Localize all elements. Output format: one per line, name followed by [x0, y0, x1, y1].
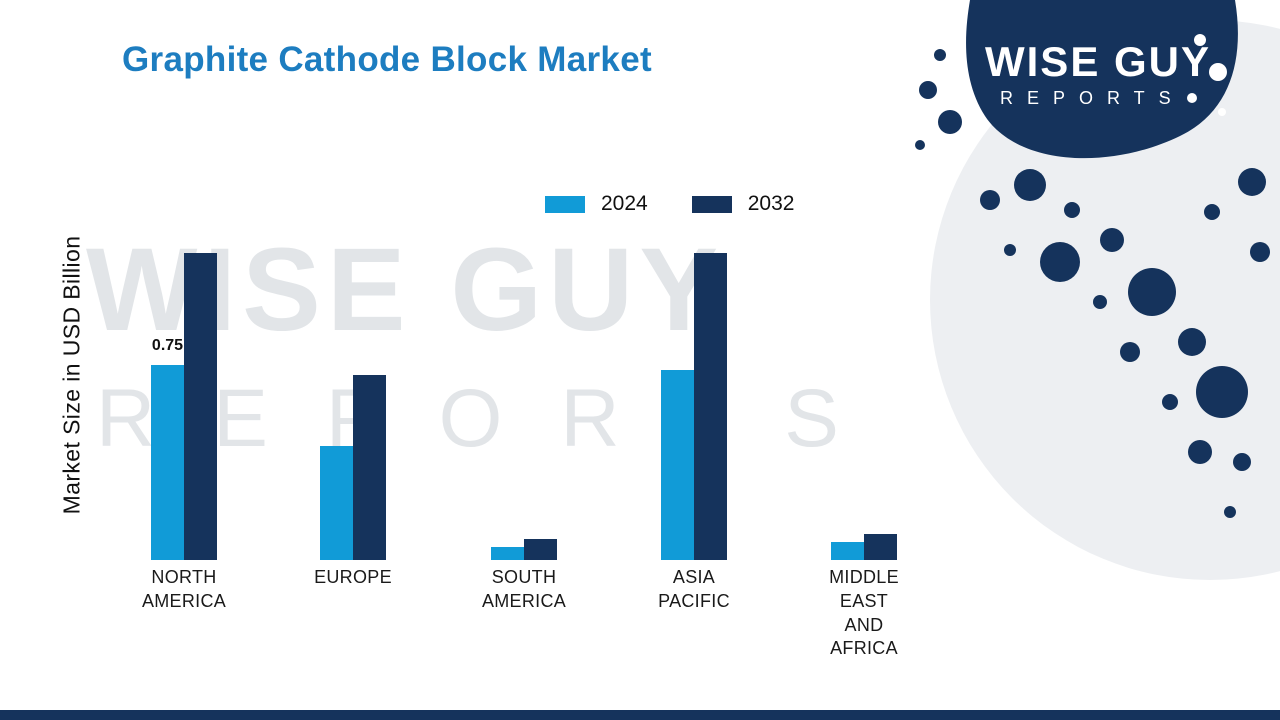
- bar-2032-europe: [353, 375, 386, 560]
- category-label-europe: EUROPE: [314, 567, 392, 587]
- logo-navy-blob: [966, 0, 1238, 159]
- bar-2032-middle: [864, 534, 897, 560]
- logo-decoration-graphic: [915, 0, 1280, 580]
- bar-2032-north: [184, 253, 217, 560]
- legend-item-2024: 2024: [545, 192, 648, 216]
- bar-2024-europe: [320, 446, 353, 560]
- bar-2024-south: [491, 547, 524, 560]
- category-label-middle: MIDDLE EAST AND AFRICA: [829, 567, 899, 659]
- bar-2024-asia: [661, 370, 694, 560]
- legend-item-2032: 2032: [691, 192, 795, 216]
- logo-reports-text: REPORTS: [1000, 88, 1185, 108]
- logo-white-dots: [1187, 34, 1227, 116]
- legend-label-2032: 2032: [747, 192, 795, 215]
- logo-wiseguy-text: WISE GUY: [985, 38, 1212, 85]
- logo-dots-pattern: [915, 49, 1270, 518]
- bar-2024-middle: [831, 542, 864, 560]
- y-axis-label: Market Size in USD Billion: [58, 235, 85, 515]
- chart-legend: 2024 2032: [545, 192, 794, 216]
- category-label-asia: ASIA PACIFIC: [658, 567, 730, 611]
- category-label-south: SOUTH AMERICA: [481, 567, 567, 611]
- bar-2032-south: [524, 539, 557, 560]
- chart-title: Graphite Cathode Block Market: [122, 40, 652, 79]
- legend-swatch-2032: [691, 195, 732, 213]
- category-label-north: NORTH AMERICA: [141, 567, 227, 611]
- bar-2032-asia: [694, 253, 727, 560]
- legend-swatch-2024: [545, 195, 585, 213]
- bar-value-label: 0.75: [151, 337, 184, 354]
- legend-label-2024: 2024: [601, 192, 648, 215]
- footer-bar: [0, 710, 1280, 720]
- bar-2024-north: [151, 365, 184, 560]
